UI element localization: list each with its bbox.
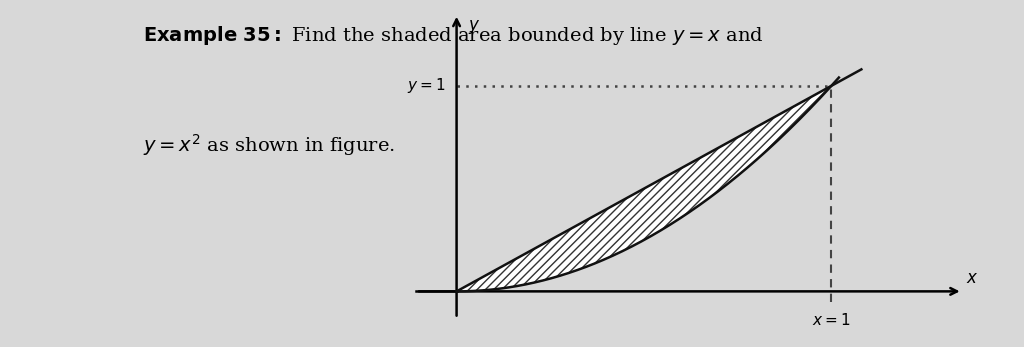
Text: $y$: $y$ bbox=[468, 18, 480, 36]
Text: $\mathbf{Example\ 35:}$ Find the shaded area bounded by line $y = x$ and: $\mathbf{Example\ 35:}$ Find the shaded … bbox=[143, 24, 764, 47]
Text: $x$: $x$ bbox=[967, 270, 979, 287]
Text: $y = 1$: $y = 1$ bbox=[407, 76, 445, 95]
Text: $x = 1$: $x = 1$ bbox=[812, 312, 851, 328]
Text: $y = x^2$ as shown in figure.: $y = x^2$ as shown in figure. bbox=[143, 132, 395, 158]
